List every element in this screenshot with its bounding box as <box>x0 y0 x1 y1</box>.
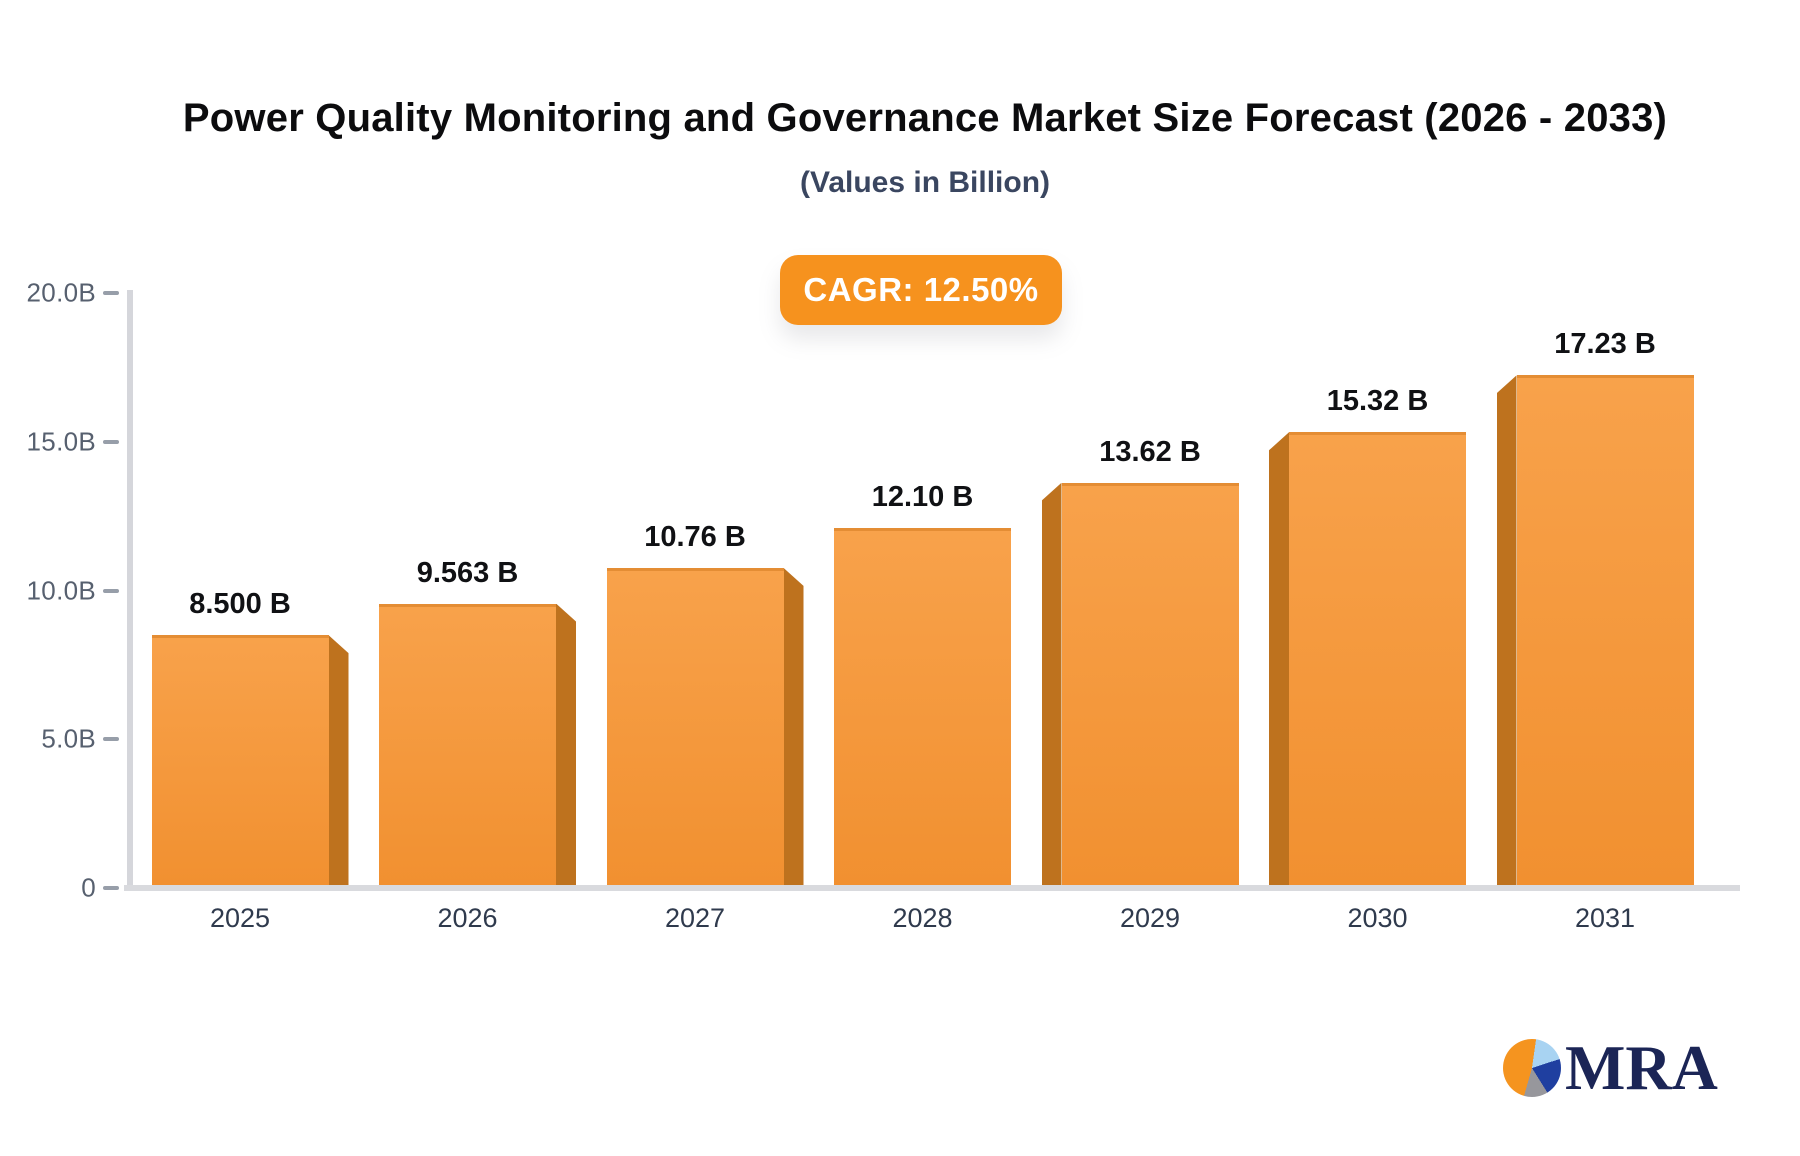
x-axis-label-2027: 2027 <box>664 903 726 933</box>
bar-side-3d-2030 <box>1269 432 1289 888</box>
bar-2031[interactable] <box>1516 375 1694 888</box>
bar-value-label-2025: 8.500 B <box>189 588 291 621</box>
y-axis-tick-label: 0 <box>81 872 96 903</box>
cagr-badge: CAGR: 12.50% <box>780 255 1062 325</box>
y-axis-tick <box>103 886 119 890</box>
bar-side-3d-2025 <box>328 635 349 888</box>
x-axis-line <box>124 885 1740 891</box>
x-axis-label-2025: 2025 <box>209 903 271 933</box>
bar-side-3d-2029 <box>1041 482 1062 888</box>
chart-subtitle: (Values in Billion) <box>799 166 1051 199</box>
bar-2028[interactable] <box>834 528 1011 888</box>
bar-side-3d-2031 <box>1496 375 1517 888</box>
bar-side-3d-2027 <box>783 567 804 888</box>
y-axis-tick-label: 10.0B <box>26 575 96 605</box>
bar-value-label-2029: 13.62 B <box>1099 435 1201 468</box>
mra-logo-text: MRA <box>1565 1032 1718 1103</box>
x-axis-label-2026: 2026 <box>437 903 498 933</box>
bar-side-3d-2026 <box>556 603 576 888</box>
y-axis-tick-label: 15.0B <box>26 426 96 457</box>
bar-value-label-2030: 15.32 B <box>1326 385 1429 418</box>
pie-chart-logo-icon <box>1503 1039 1561 1097</box>
bar-value-label-2026: 9.563 B <box>416 556 519 589</box>
cagr-badge-label: CAGR: 12.50% <box>803 271 1039 308</box>
bar-value-label-2031: 17.23 B <box>1554 328 1656 361</box>
y-axis-tick-label: 5.0B <box>41 723 96 754</box>
x-axis-label-2031: 2031 <box>1574 903 1636 933</box>
bar-2025[interactable] <box>151 635 329 888</box>
bar-value-label-2027: 10.76 B <box>644 520 746 553</box>
bar-value-label-2028: 12.10 B <box>871 481 974 514</box>
y-axis-tick <box>103 291 119 295</box>
y-axis-line <box>127 290 133 888</box>
y-axis-tick <box>103 737 119 742</box>
bar-2026[interactable] <box>379 603 556 888</box>
x-axis-label-2029: 2029 <box>1119 903 1181 933</box>
y-axis-tick <box>103 439 119 444</box>
mra-logo: MRA <box>1503 1036 1718 1100</box>
bar-2027[interactable] <box>606 567 784 888</box>
y-axis-tick <box>103 588 119 593</box>
bar-2030[interactable] <box>1289 432 1466 888</box>
x-axis-label-2030: 2030 <box>1347 903 1408 933</box>
y-axis-tick-label: 20.0B <box>26 277 96 308</box>
x-axis-label-2028: 2028 <box>892 903 953 933</box>
bar-2029[interactable] <box>1061 482 1239 888</box>
chart-title: Power Quality Monitoring and Governance … <box>182 96 1668 140</box>
